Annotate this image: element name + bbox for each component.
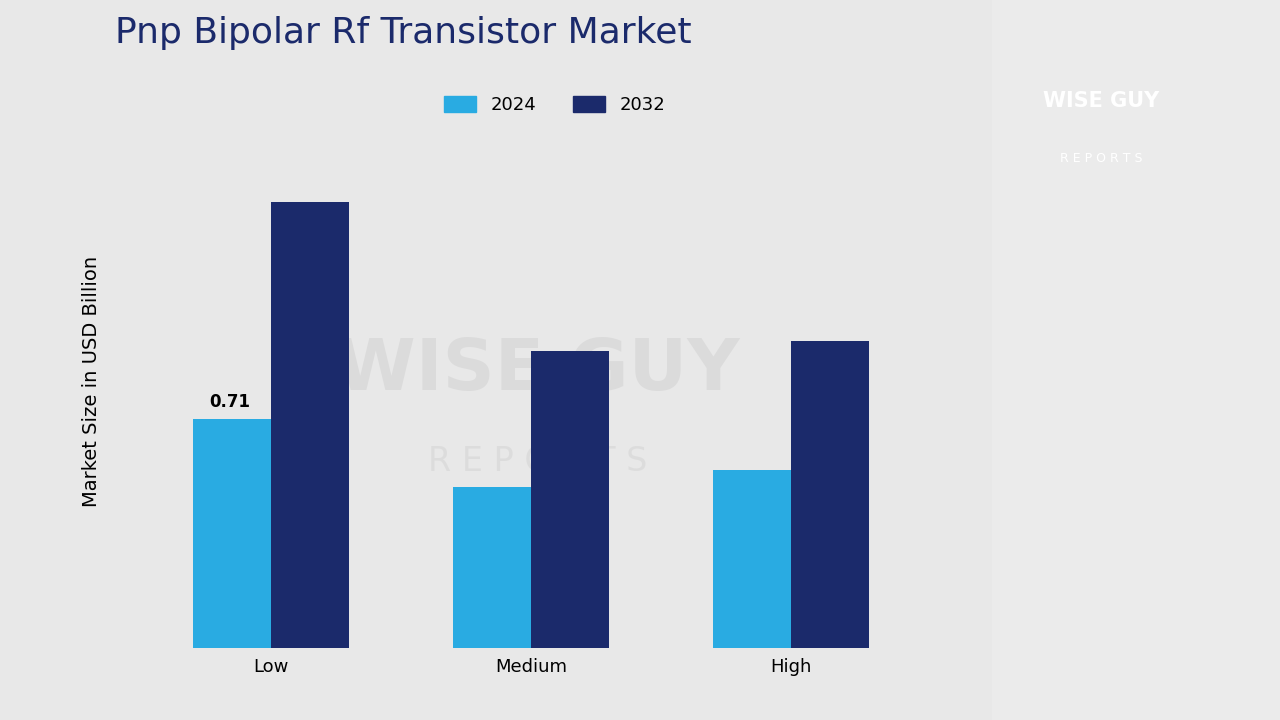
Ellipse shape [776, 0, 1280, 720]
Y-axis label: Market Size in USD Billion: Market Size in USD Billion [82, 256, 101, 507]
Text: 0.71: 0.71 [209, 392, 250, 410]
Bar [531, 351, 609, 648]
Text: Pnp Bipolar Rf Transistor Market: Pnp Bipolar Rf Transistor Market [115, 17, 691, 50]
Bar [193, 419, 271, 648]
Text: WISE GUY: WISE GUY [335, 336, 740, 405]
Bar [791, 341, 869, 648]
Text: WISE GUY: WISE GUY [1043, 91, 1160, 111]
Text: R E P O R T S: R E P O R T S [1060, 152, 1143, 165]
Bar [713, 470, 791, 648]
Bar [271, 202, 349, 648]
Text: R E P O R T S: R E P O R T S [428, 445, 648, 478]
Bar [453, 487, 531, 648]
Legend: 2024, 2032: 2024, 2032 [435, 87, 675, 123]
